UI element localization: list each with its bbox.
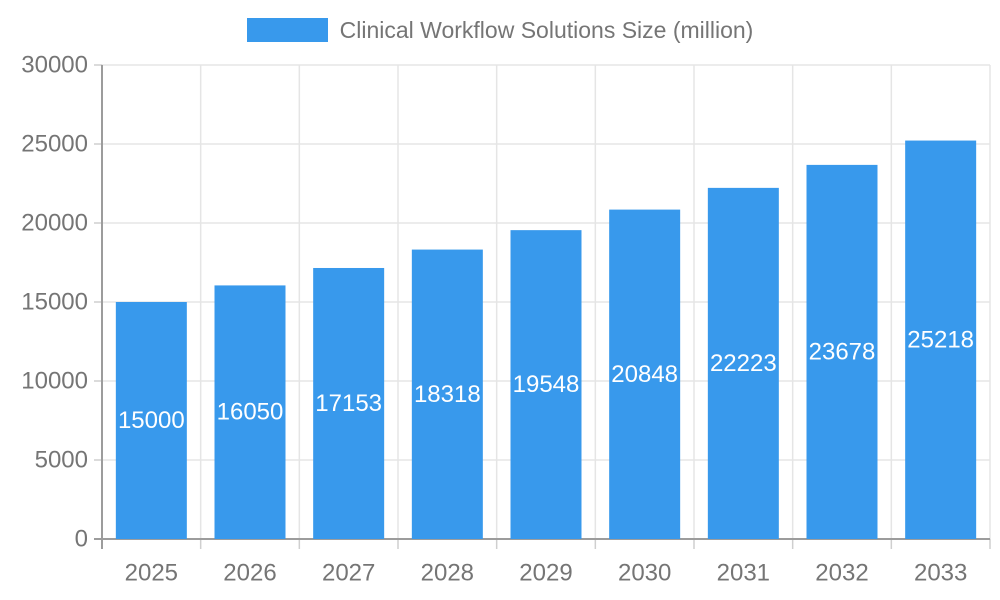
bar-value-label: 17153: [315, 390, 382, 417]
bar-2026[interactable]: [214, 285, 286, 539]
y-axis-label: 10000: [21, 368, 88, 395]
bar-2031[interactable]: [707, 187, 779, 540]
bar-value-label: 22223: [710, 350, 777, 377]
x-axis-label: 2025: [125, 560, 178, 587]
bar-2032[interactable]: [806, 164, 878, 539]
bar-2029[interactable]: [510, 230, 582, 539]
bar-2028[interactable]: [411, 249, 483, 539]
y-axis-label: 30000: [21, 52, 88, 79]
x-axis-label: 2026: [223, 560, 276, 587]
x-axis-label: 2027: [322, 560, 375, 587]
y-axis-label: 25000: [21, 131, 88, 158]
bar-value-label: 25218: [907, 326, 974, 353]
bar-2030[interactable]: [609, 209, 681, 539]
y-axis-label: 20000: [21, 210, 88, 237]
legend-swatch: [246, 18, 328, 42]
y-axis-label: 15000: [21, 289, 88, 316]
x-axis-label: 2030: [618, 560, 671, 587]
bar-value-label: 20848: [611, 361, 678, 388]
bar-value-label: 23678: [809, 338, 876, 365]
x-axis-label: 2028: [421, 560, 474, 587]
bar-value-label: 15000: [118, 407, 185, 434]
x-axis-label: 2031: [717, 560, 770, 587]
bar-2025[interactable]: [115, 302, 187, 539]
y-axis-label: 0: [75, 526, 88, 553]
x-axis-label: 2029: [519, 560, 572, 587]
bar-value-label: 16050: [217, 399, 284, 426]
bar-value-label: 19548: [513, 371, 580, 398]
bar-2027[interactable]: [313, 267, 385, 539]
legend-label: Clinical Workflow Solutions Size (millio…: [339, 16, 754, 43]
bar-2033[interactable]: [905, 140, 977, 539]
x-axis-label: 2032: [815, 560, 868, 587]
y-axis-label: 5000: [35, 447, 88, 474]
x-axis-label: 2033: [914, 560, 967, 587]
bar-value-label: 18318: [414, 381, 481, 408]
chart-legend[interactable]: Clinical Workflow Solutions Size (millio…: [0, 16, 1000, 44]
